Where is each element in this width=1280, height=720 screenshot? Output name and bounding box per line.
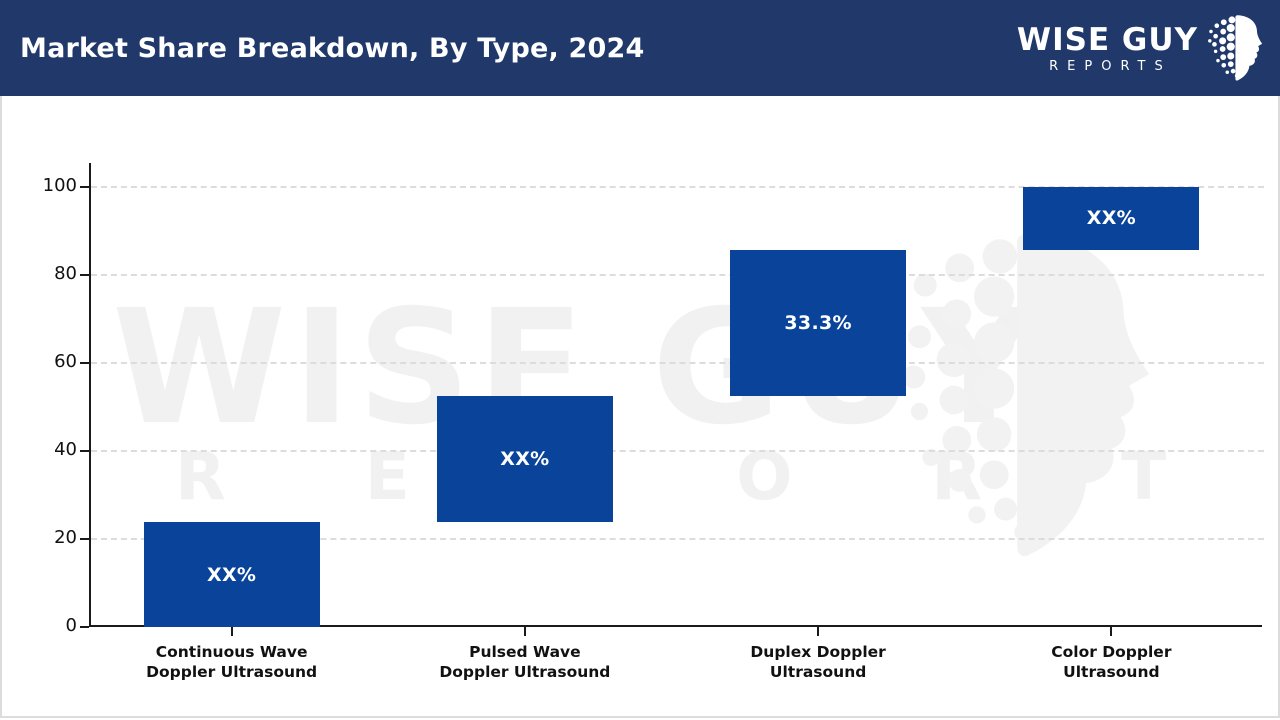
logo-line1: WISE GUY xyxy=(1016,22,1198,59)
x-category-label: Continuous Wave Doppler Ultrasound xyxy=(146,643,318,682)
x-category-label: Color Doppler Ultrasound xyxy=(1051,643,1172,682)
logo-wordmark: WISE GUY REPORTS xyxy=(1017,24,1198,74)
y-axis-tick xyxy=(80,450,89,452)
x-axis-tick xyxy=(230,627,233,636)
x-category-label: Duplex Doppler Ultrasound xyxy=(750,643,886,682)
header-bar: Market Share Breakdown, By Type, 2024 WI… xyxy=(0,0,1280,96)
gridline xyxy=(91,274,1264,276)
x-axis-tick xyxy=(523,627,526,636)
y-axis-tick xyxy=(80,274,89,276)
chart-title: Market Share Breakdown, By Type, 2024 xyxy=(20,32,645,64)
y-axis-tick-label: 100 xyxy=(42,175,77,196)
bar-value-label: XX% xyxy=(500,448,550,471)
y-axis-tick xyxy=(80,362,89,364)
x-category-label: Pulsed Wave Doppler Ultrasound xyxy=(439,643,611,682)
wiseguy-logo: WISE GUY REPORTS xyxy=(1017,8,1268,90)
bar-value-label: XX% xyxy=(207,563,257,586)
y-axis-tick xyxy=(80,626,89,628)
y-axis-tick xyxy=(80,538,89,540)
x-axis-tick xyxy=(1110,627,1113,636)
x-axis-tick xyxy=(817,627,820,636)
gridline xyxy=(91,186,1264,188)
y-axis-tick-label: 80 xyxy=(54,263,77,284)
bar-value-label: XX% xyxy=(1086,207,1136,230)
bar-value-label: 33.3% xyxy=(784,312,852,335)
bar-segment: XX% xyxy=(436,396,613,523)
gridline xyxy=(91,362,1264,364)
gridline xyxy=(91,450,1264,452)
plot-area: 0 20 40 60 80 100 XX% Continuous Wave Doppler U… xyxy=(43,163,1264,681)
y-axis-tick-label: 40 xyxy=(54,439,77,460)
bar-segment: XX% xyxy=(1023,187,1200,250)
bar-segment: XX% xyxy=(143,522,320,627)
y-axis-tick xyxy=(80,186,89,188)
y-axis-tick-label: 20 xyxy=(54,527,77,548)
chart-canvas: WISE GUY R E P O R T S 020406080100XX%Co… xyxy=(0,96,1280,720)
logo-line2: REPORTS xyxy=(1049,58,1172,74)
y-axis-tick-label: 60 xyxy=(54,351,77,372)
gridline xyxy=(91,538,1264,540)
face-logo-icon xyxy=(1204,12,1268,86)
y-axis-tick-label: 0 xyxy=(65,615,77,636)
bar-segment: 33.3% xyxy=(730,249,907,397)
